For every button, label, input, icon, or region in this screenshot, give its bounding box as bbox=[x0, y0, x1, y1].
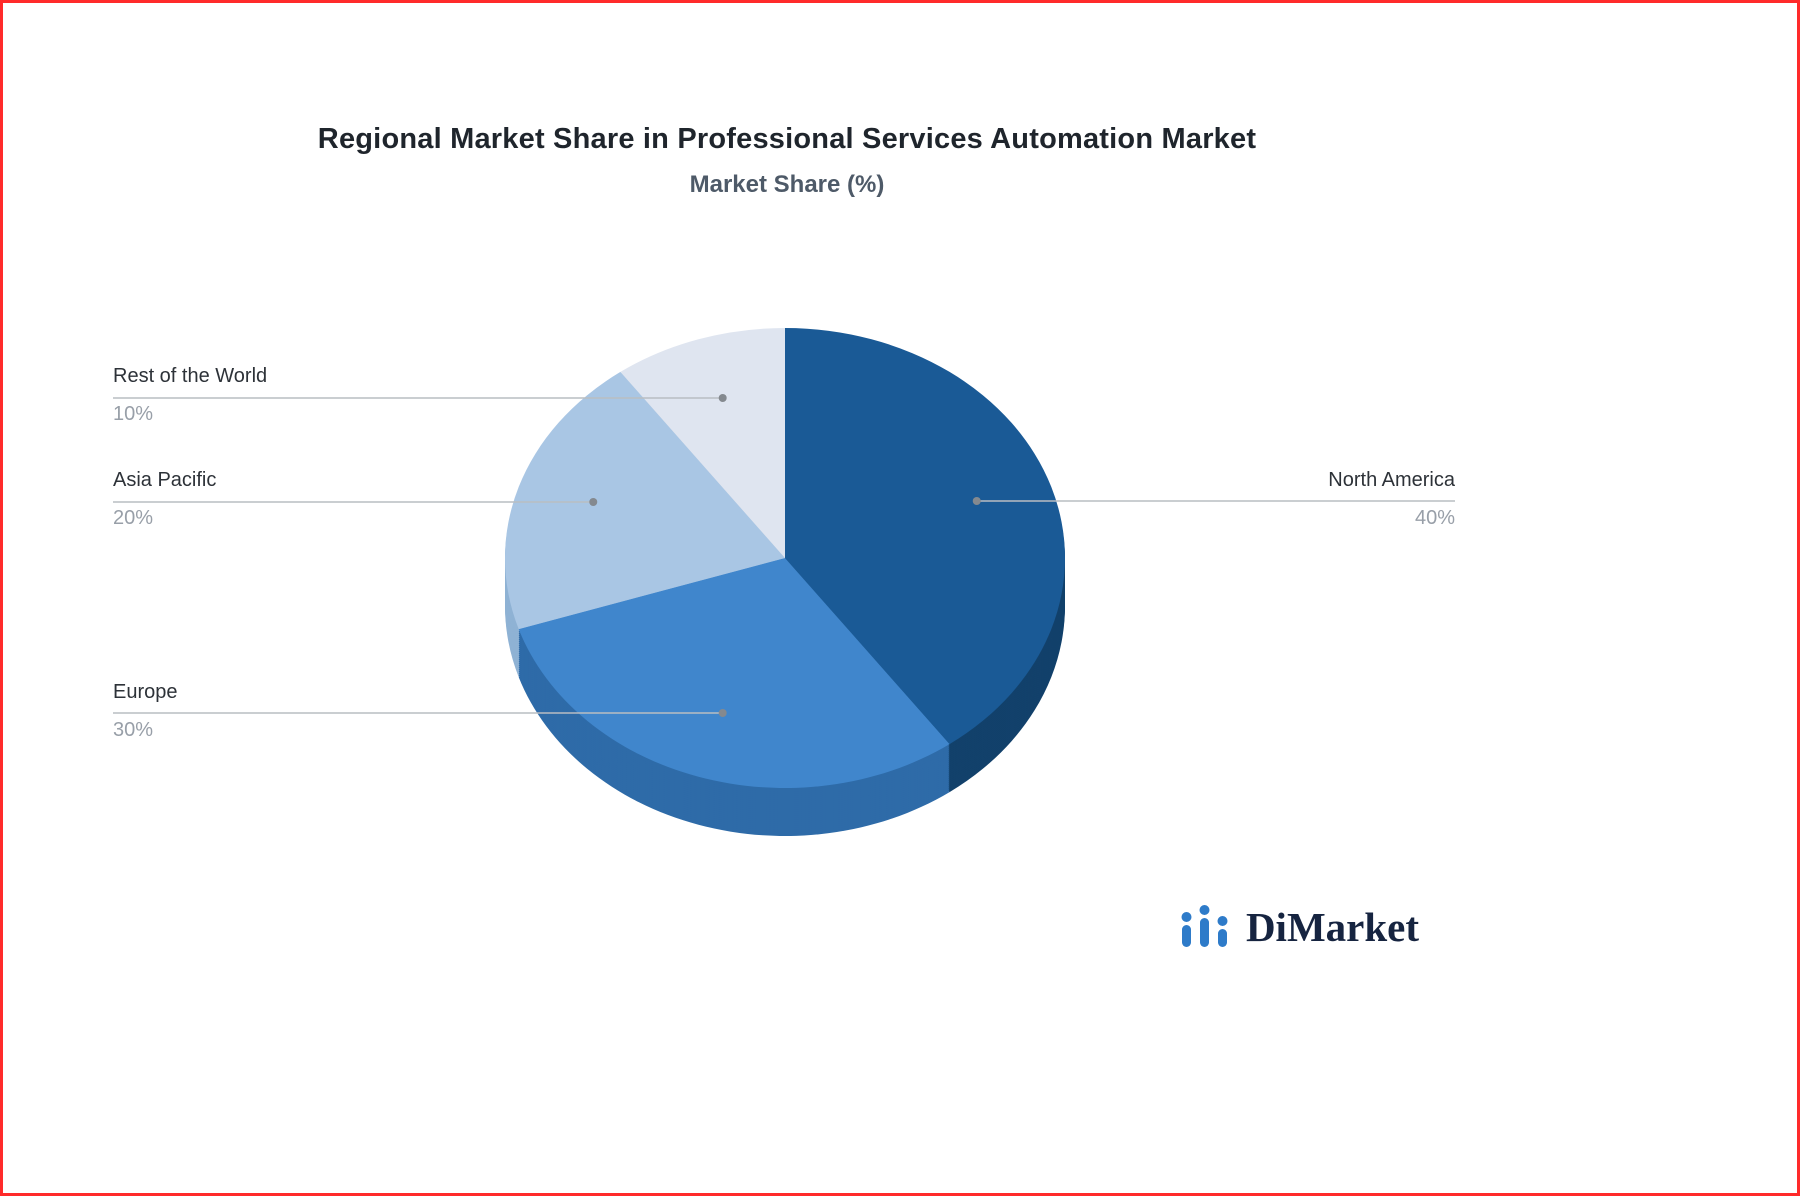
pie-slice-rest-of-the-world bbox=[620, 328, 785, 558]
brand-logo: DiMarket bbox=[1178, 901, 1419, 953]
leader-dot-asia-pacific bbox=[589, 498, 598, 506]
chart-subtitle: Market Share (%) bbox=[689, 171, 885, 198]
leader-dot-north-america bbox=[972, 497, 981, 505]
chart-title: Regional Market Share in Professional Se… bbox=[317, 123, 1257, 155]
pie-slice-europe bbox=[518, 558, 950, 788]
pie-chart bbox=[113, 328, 1455, 836]
leader-dot-rest-of-the-world bbox=[718, 394, 727, 402]
pie-slice-north-america bbox=[785, 328, 1065, 745]
pie-slice-asia-pacific bbox=[505, 371, 785, 630]
leader-dot-europe bbox=[718, 709, 727, 717]
brand-logo-text: DiMarket bbox=[1245, 904, 1419, 950]
bar-chart-icon bbox=[1181, 905, 1228, 947]
